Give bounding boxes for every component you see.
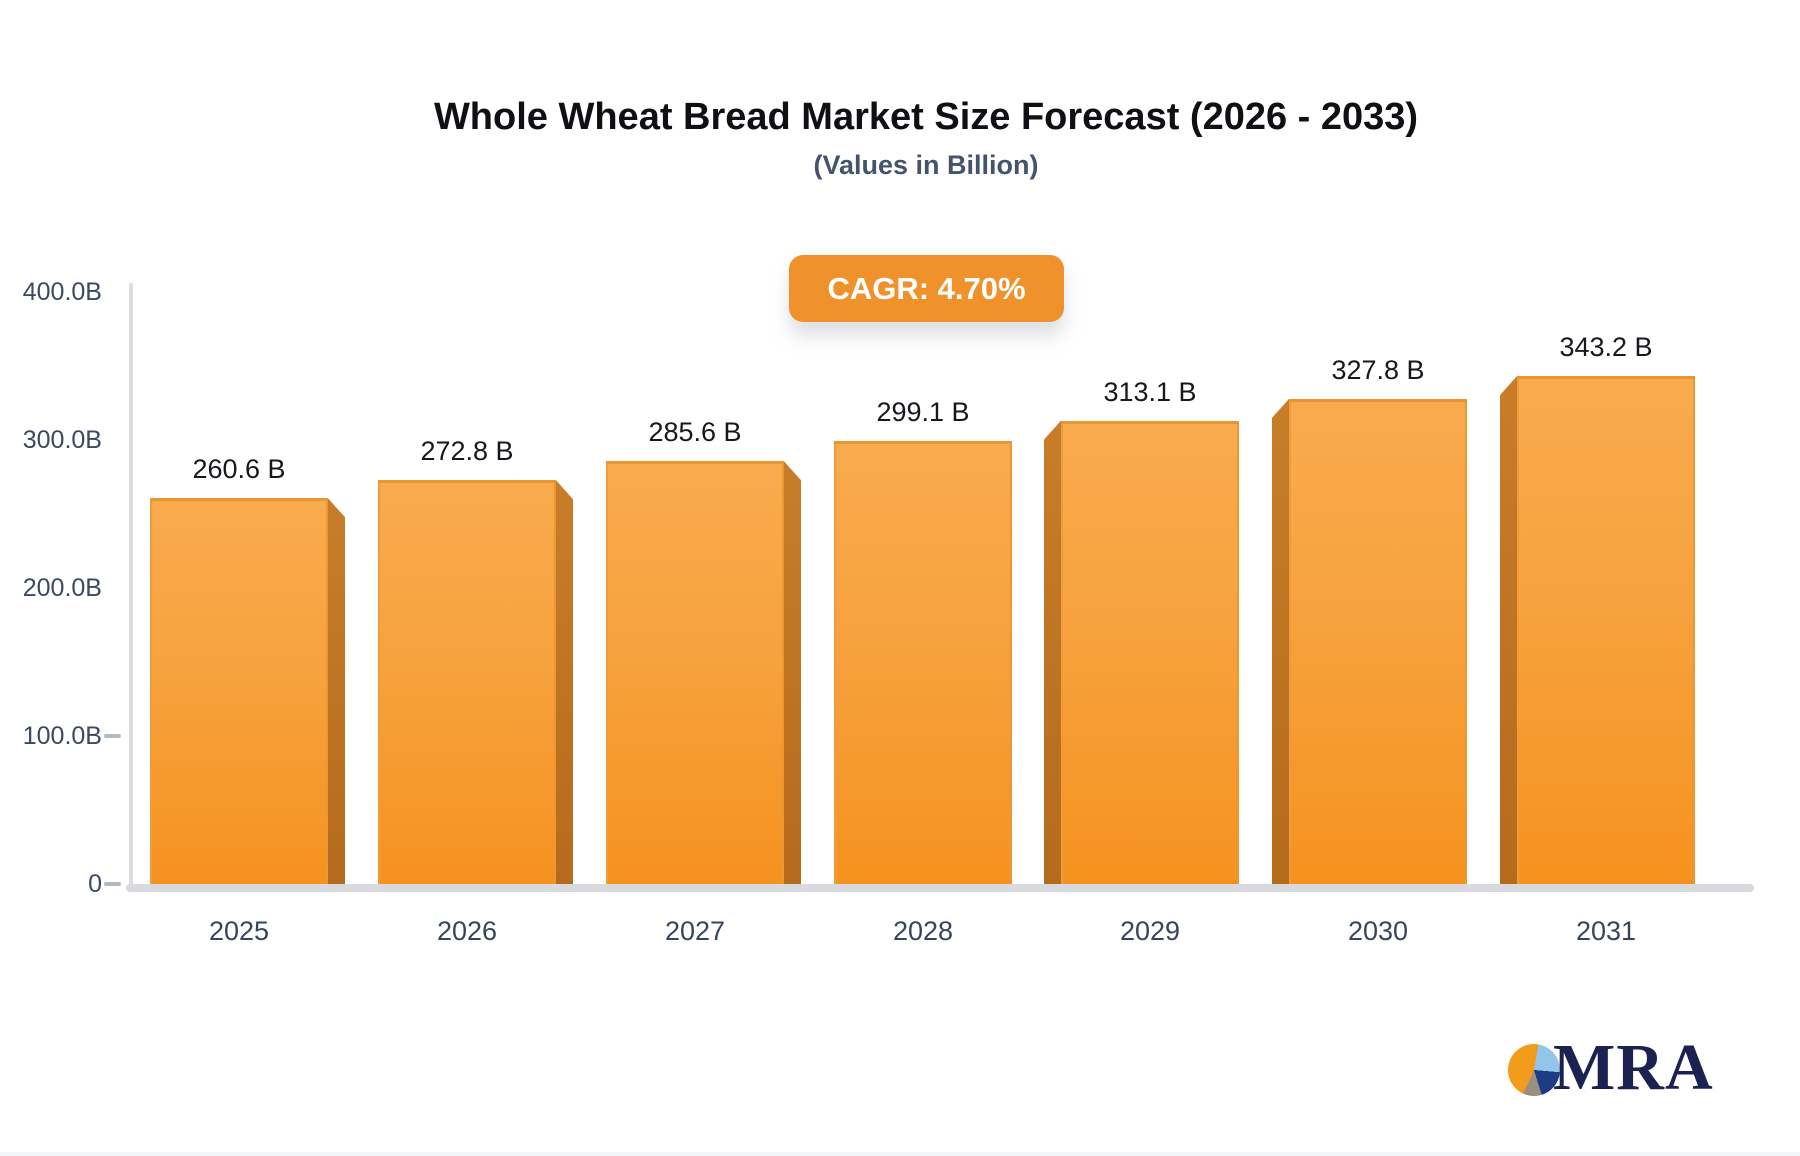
x-axis-tick-label: 2026: [436, 916, 498, 946]
bar-2028: [834, 441, 1012, 884]
bar-2031: [1517, 376, 1695, 884]
bar-value-label: 313.1 B: [1103, 376, 1197, 407]
bar-value-label: 299.1 B: [876, 397, 970, 428]
chart-title: Whole Wheat Bread Market Size Forecast (…: [433, 96, 1419, 138]
y-axis-line: [129, 283, 133, 890]
x-axis-tick-label: 2029: [1119, 916, 1181, 946]
x-axis-tick-label: 2027: [664, 916, 726, 946]
y-axis-tick-label: 300.0B: [22, 426, 102, 454]
bar-value-label: 272.8 B: [420, 436, 514, 467]
x-axis-tick-label: 2028: [892, 916, 954, 946]
bar-value-label: 327.8 B: [1331, 354, 1425, 385]
pie-chart-logo-icon: [1508, 1044, 1560, 1096]
bar-3d-side: [1272, 398, 1289, 884]
bar-2026: [378, 480, 556, 884]
bar-3d-side: [784, 461, 801, 884]
chart-subtitle: (Values in Billion): [813, 150, 1039, 180]
bar-3d-side: [1044, 420, 1061, 884]
bar-value-label: 260.6 B: [192, 454, 286, 485]
bar-3d-side: [1500, 376, 1517, 884]
cagr-badge: CAGR: 4.70%: [789, 255, 1064, 322]
bar-value-label: 343.2 B: [1559, 332, 1653, 363]
logo-text: MRA: [1553, 1031, 1714, 1104]
bar-2030: [1289, 398, 1467, 884]
y-axis-tick-label: 100.0B: [22, 722, 102, 750]
y-axis-tick-label: 0: [88, 870, 102, 898]
y-axis-tick-label: 400.0B: [22, 278, 102, 306]
y-axis-tick-mark: [104, 882, 121, 886]
bar-value-label: 285.6 B: [648, 417, 742, 448]
x-axis-tick-label: 2025: [208, 916, 270, 946]
bar-3d-side: [328, 498, 345, 884]
mra-logo: MRA: [1505, 1031, 1765, 1128]
y-axis-tick-label: 200.0B: [22, 574, 102, 602]
x-axis-tick-label: 2031: [1575, 916, 1637, 946]
x-axis-tick-label: 2030: [1347, 916, 1409, 946]
bar-3d-side: [556, 480, 573, 884]
x-axis-baseline: [126, 884, 1754, 892]
y-axis-tick-mark: [104, 734, 121, 738]
bar-2027: [606, 461, 784, 884]
bar-2029: [1061, 420, 1239, 884]
bar-2025: [150, 498, 328, 884]
